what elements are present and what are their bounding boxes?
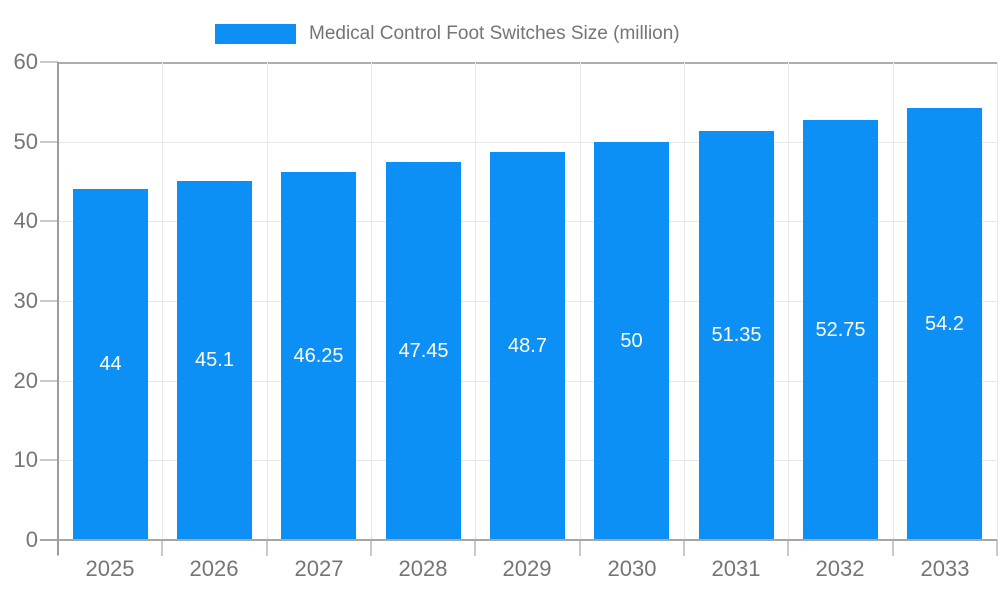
y-axis-tick-label: 50 <box>13 128 38 154</box>
gridline-x-boundary <box>893 62 894 540</box>
y-axis-tick-mark <box>40 220 58 223</box>
plot-top-border <box>58 62 997 64</box>
bar-value-label: 46.25 <box>293 344 344 367</box>
bar-value-label: 44 <box>99 353 122 375</box>
x-axis-tick-mark <box>892 540 894 556</box>
plot-area: 44 45.1 46.25 47.45 48.7 50 51.35 52.75 54.2 <box>58 62 998 540</box>
x-axis-tick-mark <box>474 540 476 556</box>
bar-2031[interactable]: 51.35 <box>699 131 774 540</box>
x-axis-tick-mark <box>683 540 685 556</box>
gridline-x-boundary <box>684 62 685 540</box>
bar-2029[interactable]: 48.7 <box>490 152 565 540</box>
x-axis-tick-label: 2027 <box>294 556 344 581</box>
x-axis-tick-mark <box>579 540 581 556</box>
chart-legend[interactable]: Medical Control Foot Switches Size (mill… <box>215 22 680 46</box>
bar-value-label: 50 <box>620 329 643 352</box>
y-axis-tick-label: 40 <box>13 208 38 234</box>
gridline-x-boundary <box>267 62 268 540</box>
y-axis-tick-label: 0 <box>25 527 38 552</box>
bar-value-label: 51.35 <box>711 324 762 346</box>
bar-2027[interactable]: 46.25 <box>281 172 356 540</box>
bar-value-label: 54.2 <box>925 312 964 335</box>
bar-2025[interactable]: 44 <box>73 189 148 540</box>
bar-2032[interactable]: 52.75 <box>803 120 878 540</box>
x-axis-tick-label: 2028 <box>398 556 448 581</box>
y-axis-tick-label: 30 <box>13 288 38 313</box>
gridline-x-boundary <box>162 62 163 540</box>
y-axis-tick-mark <box>40 140 58 143</box>
bar-2028[interactable]: 47.45 <box>386 162 461 540</box>
legend-swatch <box>215 24 296 44</box>
x-axis-tick-mark <box>370 540 372 556</box>
y-axis-tick-mark <box>40 61 58 63</box>
x-axis-tick-label: 2030 <box>607 556 657 581</box>
y-axis-tick-label: 10 <box>13 447 38 473</box>
x-axis-tick-label: 2026 <box>189 556 239 581</box>
bar-value-label: 47.45 <box>398 339 449 362</box>
y-axis-tick-mark <box>40 300 58 302</box>
x-axis-tick-mark <box>161 540 163 556</box>
x-axis-tick-label: 2025 <box>85 556 135 581</box>
gridline-x-boundary <box>580 62 581 540</box>
bar-2030[interactable]: 50 <box>594 142 669 540</box>
gridline-x-boundary <box>788 62 789 540</box>
gridline-x-boundary <box>371 62 372 540</box>
bar-2026[interactable]: 45.1 <box>177 181 252 540</box>
y-axis-line <box>57 62 59 555</box>
legend-label: Medical Control Foot Switches Size (mill… <box>309 23 680 44</box>
y-axis-tick-mark <box>40 459 58 462</box>
x-axis-tick-label: 2031 <box>711 556 761 581</box>
gridline-y-50 <box>58 141 997 143</box>
y-axis-tick-mark <box>40 379 58 382</box>
x-axis-tick-mark <box>996 540 998 556</box>
bar-value-label: 48.7 <box>508 334 547 357</box>
bar-value-label: 45.1 <box>195 349 234 371</box>
bar-2033[interactable]: 54.2 <box>907 108 982 540</box>
gridline-x-boundary <box>997 62 998 540</box>
x-axis-tick-label: 2033 <box>920 556 970 581</box>
bar-value-label: 52.75 <box>815 318 866 341</box>
gridline-x-boundary <box>475 62 476 540</box>
y-axis-tick-label: 60 <box>13 49 38 74</box>
y-axis-tick-label: 20 <box>13 367 38 393</box>
x-axis-tick-label: 2029 <box>502 556 552 581</box>
x-axis-line <box>40 539 997 541</box>
x-axis-tick-mark <box>787 540 789 556</box>
x-axis-tick-label: 2032 <box>815 556 865 581</box>
x-axis-tick-mark <box>266 540 268 556</box>
